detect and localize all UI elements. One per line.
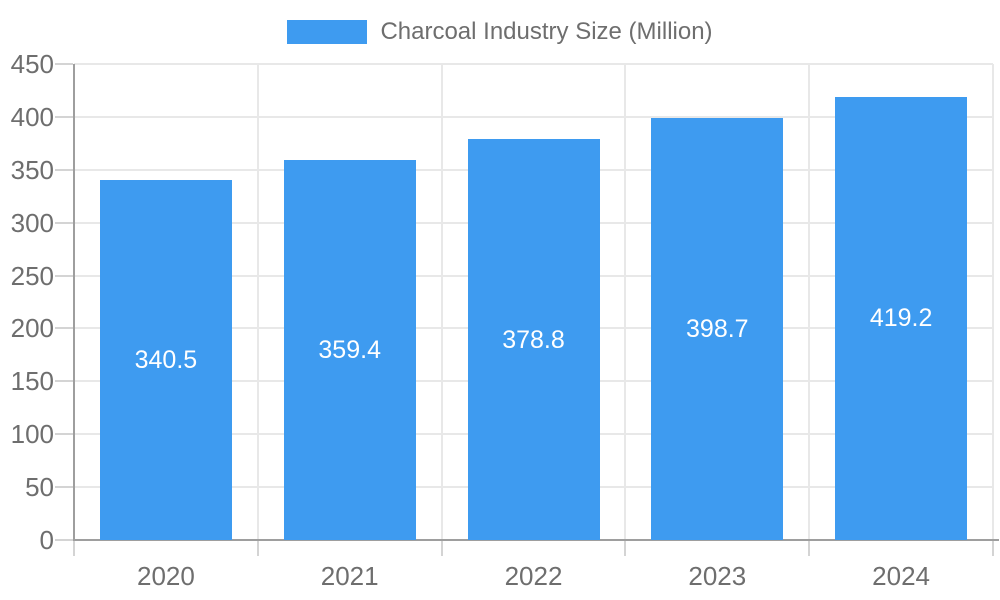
y-axis-tick — [55, 168, 73, 171]
y-axis-label: 100 — [10, 419, 54, 450]
x-axis-tick — [256, 541, 259, 556]
y-axis-tick — [55, 221, 73, 224]
y-axis-label: 250 — [10, 260, 54, 291]
bar[interactable] — [651, 118, 784, 540]
y-axis-tick — [55, 115, 73, 118]
grid-line-vertical — [440, 64, 443, 540]
y-axis-label: 0 — [39, 525, 54, 555]
bar-value-label: 419.2 — [869, 304, 933, 333]
y-axis-label: 200 — [10, 313, 54, 344]
x-axis-line — [73, 539, 999, 541]
y-axis-line — [73, 64, 75, 540]
x-axis-label: 2021 — [320, 561, 379, 591]
bar[interactable] — [467, 139, 600, 540]
y-axis-label: 150 — [10, 366, 54, 397]
x-axis-label: 2024 — [872, 561, 931, 591]
x-axis-label: 2023 — [688, 561, 747, 591]
bar[interactable] — [99, 179, 232, 540]
y-axis-label: 450 — [10, 49, 54, 79]
y-axis-tick — [55, 486, 73, 489]
bar[interactable] — [835, 96, 968, 540]
x-axis-tick — [624, 541, 627, 556]
grid-line-vertical — [992, 64, 994, 540]
bar-value-label: 378.8 — [502, 325, 565, 354]
legend-label: Charcoal Industry Size (Million) — [380, 18, 713, 45]
plot-area: 0 50 100 150 200 250 300 350 400 450 340.5 2020 359.… — [11, 49, 999, 591]
grid-line-horizontal — [74, 115, 993, 118]
x-axis-tick — [992, 541, 994, 556]
y-axis-label: 400 — [10, 101, 54, 132]
bar-value-label: 359.4 — [318, 335, 381, 364]
y-axis-tick — [55, 380, 73, 383]
x-axis-label: 2020 — [136, 561, 195, 591]
bar-value-label: 340.5 — [134, 345, 198, 374]
x-axis-tick — [808, 541, 811, 556]
x-axis-label: 2022 — [504, 561, 563, 591]
x-axis-tick — [73, 541, 75, 556]
y-axis-label: 50 — [25, 472, 54, 503]
y-axis-tick — [55, 433, 73, 436]
legend: Charcoal Industry Size (Million) — [0, 18, 1000, 46]
grid-line-horizontal — [74, 63, 993, 65]
grid-line-vertical — [624, 64, 627, 540]
y-axis-label: 300 — [10, 207, 54, 238]
y-axis-tick — [55, 274, 73, 277]
bar-value-label: 398.7 — [686, 315, 749, 344]
bar[interactable] — [283, 159, 416, 540]
y-axis-tick — [55, 327, 73, 330]
legend-item[interactable]: Charcoal Industry Size (Million) — [287, 18, 713, 46]
legend-swatch — [287, 20, 368, 44]
y-axis-tick — [55, 63, 73, 65]
y-axis-label: 350 — [10, 154, 54, 185]
y-axis-tick — [55, 539, 73, 541]
grid-line-vertical — [256, 64, 259, 540]
grid-line-vertical — [808, 64, 811, 540]
x-axis-tick — [440, 541, 443, 556]
